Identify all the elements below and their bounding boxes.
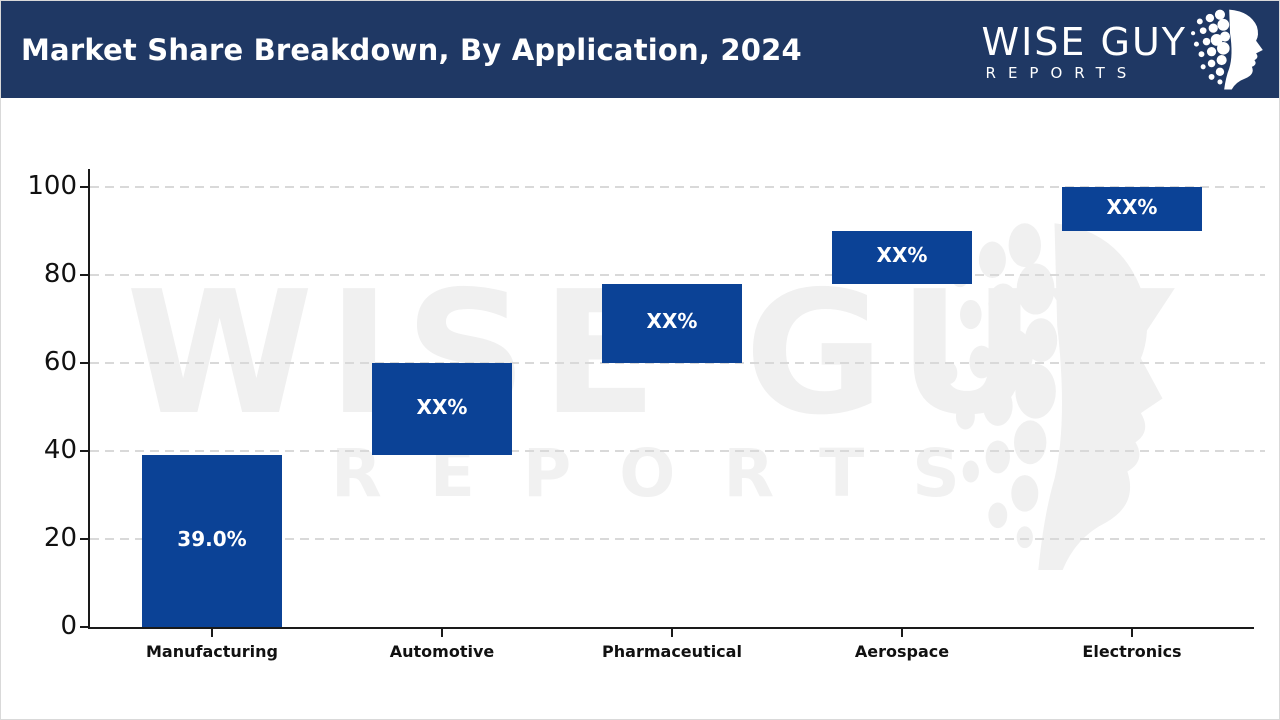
- x-axis-label-automotive: Automotive: [389, 642, 495, 661]
- x-axis-label-aerospace: Aerospace: [854, 642, 950, 661]
- logo-wordmark: WISE GUY REPORTS: [982, 23, 1187, 81]
- x-tick: [671, 629, 673, 637]
- x-tick: [901, 629, 903, 637]
- y-tick: [80, 538, 88, 540]
- bar-value-label: 39.0%: [177, 527, 247, 552]
- logo-face-icon: [1190, 9, 1263, 89]
- y-tick: [80, 626, 88, 628]
- bar-value-label: XX%: [1106, 195, 1158, 219]
- gridline: [90, 186, 1265, 188]
- y-tick: [80, 274, 88, 276]
- bar-value-label: XX%: [416, 395, 468, 420]
- y-tick-label: 0: [60, 611, 77, 641]
- logo-wordmark-line2: REPORTS: [985, 63, 1139, 82]
- x-axis-label-electronics: Electronics: [1082, 642, 1182, 661]
- y-tick-label: 20: [43, 523, 77, 553]
- y-tick: [80, 362, 88, 364]
- gridline: [90, 450, 1265, 452]
- y-tick-label: 40: [43, 435, 77, 465]
- y-tick: [80, 450, 88, 452]
- bar-aerospace: [832, 231, 972, 284]
- x-tick: [211, 629, 213, 637]
- x-tick: [441, 629, 443, 637]
- chart-title: Market Share Breakdown, By Application, …: [21, 32, 802, 67]
- y-tick-label: 100: [27, 171, 77, 201]
- y-axis-line: [88, 169, 90, 629]
- watermark-face-dots-icon: [931, 223, 1163, 571]
- chart-header: Market Share Breakdown, By Application, …: [1, 1, 1279, 98]
- gridline: [90, 274, 1265, 276]
- bar-electronics: [1062, 187, 1202, 231]
- gridline: [90, 362, 1265, 364]
- bar-pharmaceutical: [602, 283, 742, 363]
- gridline: [90, 538, 1265, 540]
- x-axis-line: [88, 627, 1254, 629]
- y-tick: [80, 186, 88, 188]
- bar-automotive: [372, 363, 512, 456]
- logo-wordmark-line1: WISE GUY: [981, 19, 1187, 64]
- x-tick: [1131, 629, 1133, 637]
- bar-value-label: XX%: [876, 243, 928, 268]
- y-tick-label: 60: [43, 347, 77, 377]
- x-axis-label-pharmaceutical: Pharmaceutical: [602, 642, 742, 661]
- bar-manufacturing: [142, 455, 282, 627]
- y-tick-label: 80: [43, 259, 77, 289]
- x-axis-label-manufacturing: Manufacturing: [146, 642, 278, 661]
- bar-value-label: XX%: [646, 309, 698, 334]
- wiseguy-logo: WISE GUY REPORTS: [982, 8, 1267, 92]
